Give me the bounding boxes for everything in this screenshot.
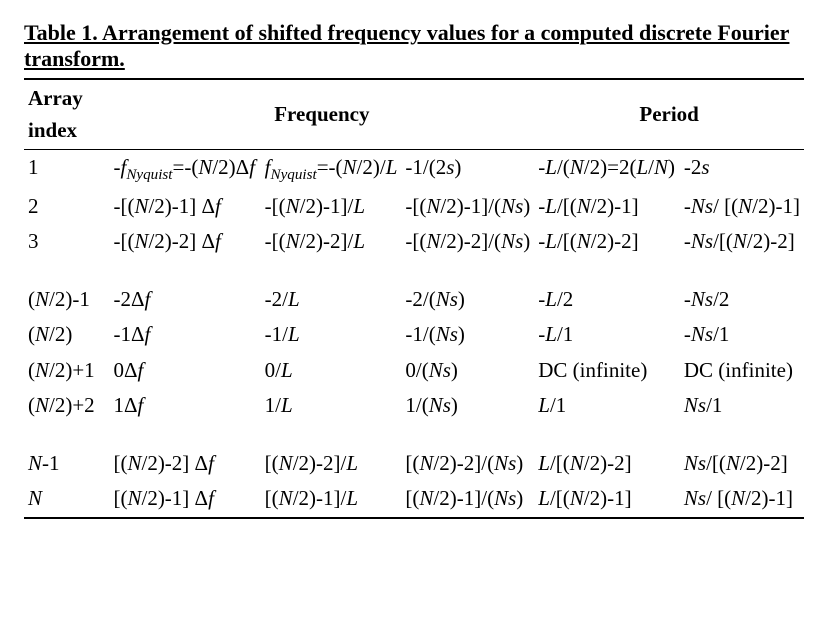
cell-freq-3: -1/(2s): [401, 150, 534, 189]
cell-freq-3: -2/(Ns): [401, 282, 534, 318]
row-gap: [24, 424, 804, 446]
table-row: (N/2)-1Δf-1/L-1/(Ns)-L/1-Ns/1: [24, 317, 804, 353]
cell-period-1: L/[(N/2)-2]: [534, 446, 680, 482]
cell-freq-3: 0/(Ns): [401, 353, 534, 389]
table-row: 2-[(N/2)-1] Δf-[(N/2)-1]/L-[(N/2)-1]/(Ns…: [24, 189, 804, 225]
table-row: (N/2)-1-2Δf-2/L-2/(Ns)-L/2-Ns/2: [24, 282, 804, 318]
cell-freq-2: [(N/2)-1]/L: [261, 481, 402, 518]
table-row: [24, 424, 804, 446]
col-header-frequency: Frequency: [109, 79, 534, 150]
col-header-period: Period: [534, 79, 804, 150]
cell-index: 1: [24, 150, 109, 189]
cell-period-2: Ns/[(N/2)-2]: [680, 446, 804, 482]
cell-period-2: -2s: [680, 150, 804, 189]
cell-freq-2: [(N/2)-2]/L: [261, 446, 402, 482]
cell-freq-2: 0/L: [261, 353, 402, 389]
cell-freq-3: [(N/2)-2]/(Ns): [401, 446, 534, 482]
cell-period-1: -L/(N/2)=2(L/N): [534, 150, 680, 189]
cell-index: N-1: [24, 446, 109, 482]
cell-period-2: -Ns/2: [680, 282, 804, 318]
table-row: N[(N/2)-1] Δf[(N/2)-1]/L[(N/2)-1]/(Ns)L/…: [24, 481, 804, 518]
cell-freq-1: [(N/2)-1] Δf: [109, 481, 260, 518]
cell-period-2: Ns/ [(N/2)-1]: [680, 481, 804, 518]
cell-freq-2: 1/L: [261, 388, 402, 424]
cell-index: N: [24, 481, 109, 518]
cell-freq-2: -2/L: [261, 282, 402, 318]
cell-freq-1: [(N/2)-2] Δf: [109, 446, 260, 482]
cell-freq-2: -[(N/2)-1]/L: [261, 189, 402, 225]
cell-freq-3: -[(N/2)-1]/(Ns): [401, 189, 534, 225]
cell-period-1: -L/2: [534, 282, 680, 318]
cell-index: 2: [24, 189, 109, 225]
cell-freq-3: -1/(Ns): [401, 317, 534, 353]
table-row: (N/2)+10Δf0/L0/(Ns)DC (infinite)DC (infi…: [24, 353, 804, 389]
cell-period-2: -Ns/1: [680, 317, 804, 353]
cell-period-1: -L/1: [534, 317, 680, 353]
table-row: 1-fNyquist=-(N/2)ΔffNyquist=-(N/2)/L-1/(…: [24, 150, 804, 189]
cell-freq-1: -fNyquist=-(N/2)Δf: [109, 150, 260, 189]
cell-index: (N/2): [24, 317, 109, 353]
cell-period-1: L/1: [534, 388, 680, 424]
cell-freq-2: fNyquist=-(N/2)/L: [261, 150, 402, 189]
cell-index: (N/2)+2: [24, 388, 109, 424]
cell-freq-3: 1/(Ns): [401, 388, 534, 424]
table-row: 3-[(N/2)-2] Δf-[(N/2)-2]/L-[(N/2)-2]/(Ns…: [24, 224, 804, 260]
table-header-row: Array index Frequency Period: [24, 79, 804, 150]
cell-freq-3: [(N/2)-1]/(Ns): [401, 481, 534, 518]
cell-freq-1: -[(N/2)-1] Δf: [109, 189, 260, 225]
cell-period-2: -Ns/[(N/2)-2]: [680, 224, 804, 260]
col-header-index: Array index: [24, 79, 109, 150]
cell-freq-2: -1/L: [261, 317, 402, 353]
cell-index: (N/2)+1: [24, 353, 109, 389]
cell-period-2: DC (infinite): [680, 353, 804, 389]
table-caption: Table 1. Arrangement of shifted frequenc…: [24, 20, 804, 72]
cell-freq-1: 0Δf: [109, 353, 260, 389]
cell-freq-3: -[(N/2)-2]/(Ns): [401, 224, 534, 260]
cell-period-1: L/[(N/2)-1]: [534, 481, 680, 518]
cell-period-1: DC (infinite): [534, 353, 680, 389]
table-row: (N/2)+21Δf1/L1/(Ns)L/1Ns/1: [24, 388, 804, 424]
fourier-table: Array index Frequency Period 1-fNyquist=…: [24, 78, 804, 519]
cell-freq-1: -2Δf: [109, 282, 260, 318]
cell-freq-1: -1Δf: [109, 317, 260, 353]
cell-period-2: -Ns/ [(N/2)-1]: [680, 189, 804, 225]
cell-period-2: Ns/1: [680, 388, 804, 424]
cell-freq-1: -[(N/2)-2] Δf: [109, 224, 260, 260]
cell-freq-2: -[(N/2)-2]/L: [261, 224, 402, 260]
cell-freq-1: 1Δf: [109, 388, 260, 424]
cell-index: 3: [24, 224, 109, 260]
row-gap: [24, 260, 804, 282]
cell-period-1: -L/[(N/2)-1]: [534, 189, 680, 225]
cell-index: (N/2)-1: [24, 282, 109, 318]
table-row: N-1[(N/2)-2] Δf[(N/2)-2]/L[(N/2)-2]/(Ns)…: [24, 446, 804, 482]
table-body: 1-fNyquist=-(N/2)ΔffNyquist=-(N/2)/L-1/(…: [24, 150, 804, 518]
table-row: [24, 260, 804, 282]
cell-period-1: -L/[(N/2)-2]: [534, 224, 680, 260]
